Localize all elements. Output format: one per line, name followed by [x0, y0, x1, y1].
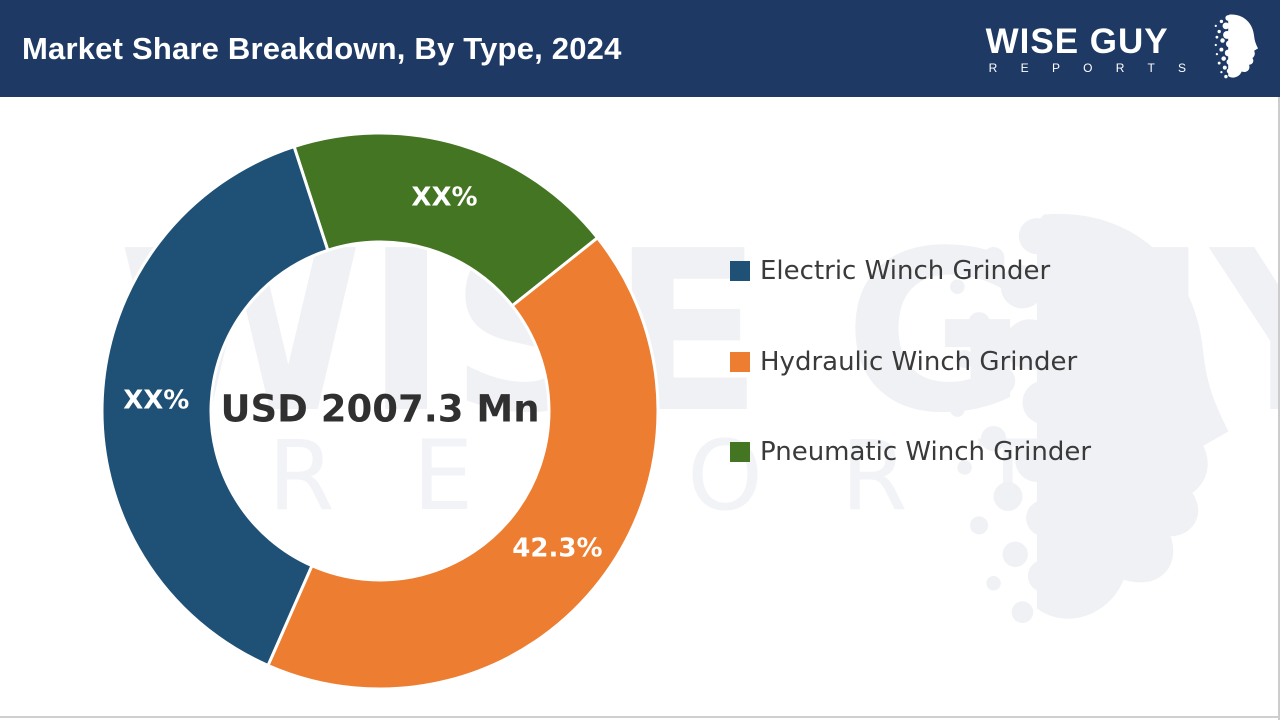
brand-logo-reports: R E P O R T S	[988, 60, 1196, 75]
brand-logo-text: WISE GUY R E P O R T S	[986, 24, 1196, 74]
legend-item-pneumatic[interactable]: Pneumatic Winch Grinder	[730, 438, 1091, 466]
header-bar: Market Share Breakdown, By Type, 2024 WI…	[0, 0, 1280, 97]
brand-logo: WISE GUY R E P O R T S	[986, 12, 1262, 86]
legend-label-hydraulic: Hydraulic Winch Grinder	[760, 347, 1078, 377]
page-title: Market Share Breakdown, By Type, 2024	[22, 30, 622, 66]
legend-item-electric[interactable]: Electric Winch Grinder	[730, 257, 1050, 285]
right-border-line	[1278, 97, 1280, 720]
brand-logo-wiseguy: WISE GUY	[985, 21, 1169, 61]
bottom-border-line	[0, 716, 1280, 718]
legend-label-electric: Electric Winch Grinder	[760, 256, 1051, 286]
legend-swatch-pneumatic	[730, 442, 750, 462]
pie-slice-pneumatic-winch-grinder[interactable]	[292, 131, 599, 308]
donut-center-value: USD 2007.3 Mn	[220, 387, 540, 431]
legend-label-pneumatic: Pneumatic Winch Grinder	[760, 437, 1092, 467]
legend-item-hydraulic[interactable]: Hydraulic Winch Grinder	[730, 348, 1077, 376]
pie-slice-electric-winch-grinder[interactable]	[100, 145, 330, 667]
legend-swatch-hydraulic	[730, 352, 750, 372]
pie-slice-hydraulic-winch-grinder[interactable]	[266, 236, 660, 691]
brand-face-icon	[1214, 14, 1259, 78]
legend-swatch-electric	[730, 261, 750, 281]
